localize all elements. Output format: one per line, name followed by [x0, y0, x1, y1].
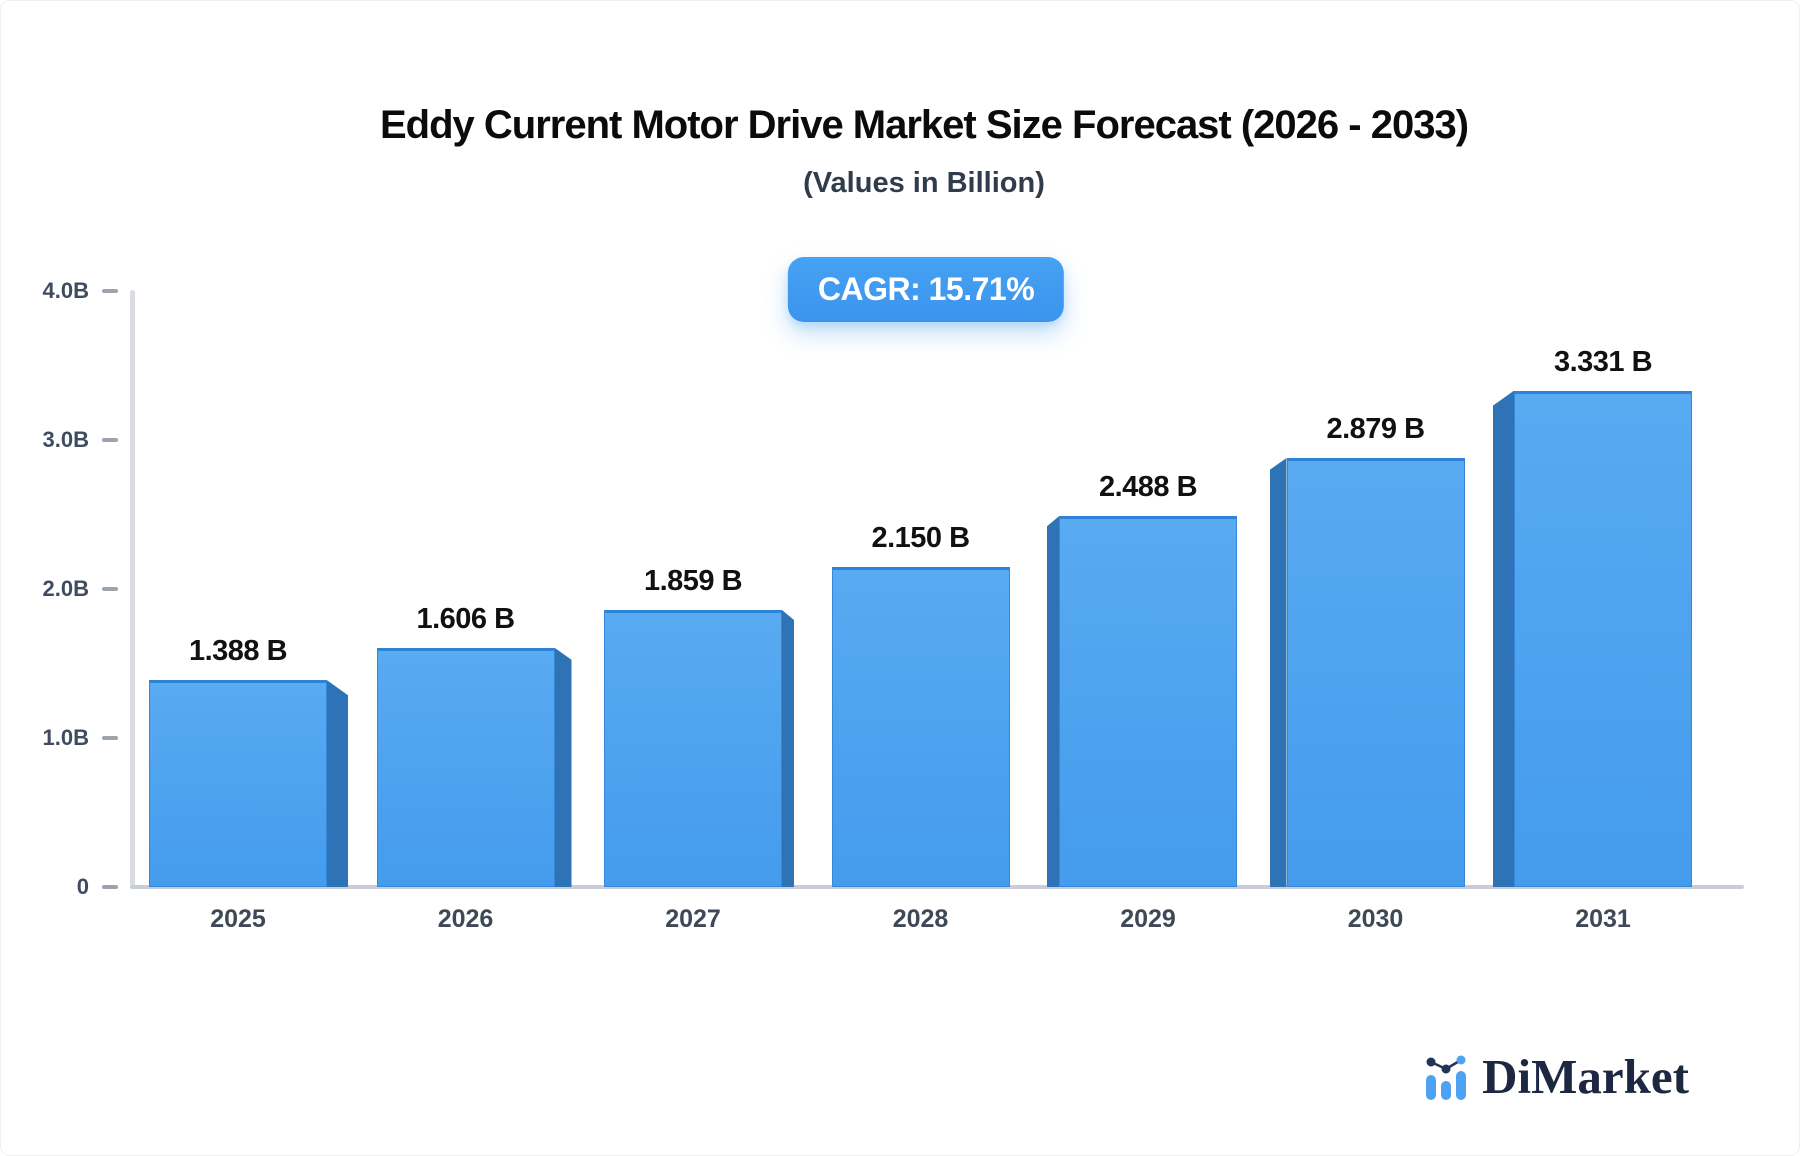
- bar-value-label: 1.388 B: [188, 635, 288, 668]
- x-axis-label: 2031: [1575, 905, 1631, 933]
- y-tick: [102, 736, 118, 740]
- bar-side-face: [1047, 516, 1059, 887]
- bar-side-face: [1269, 458, 1287, 887]
- y-tick: [102, 587, 118, 591]
- y-tick-label: 3.0B: [42, 427, 89, 452]
- bar-2030: [1286, 458, 1465, 887]
- chart-title: Eddy Current Motor Drive Market Size For…: [379, 103, 1469, 147]
- bar-value-label: 1.859 B: [643, 565, 743, 597]
- x-axis-label: 2029: [1120, 905, 1176, 933]
- y-tick: [102, 438, 118, 442]
- x-axis-label: 2025: [210, 905, 266, 933]
- chart-subtitle: (Values in Billion): [803, 167, 1045, 199]
- bar-2025: [149, 680, 327, 887]
- bar-side-face: [782, 610, 794, 887]
- bar-2027: [604, 610, 782, 887]
- bar-2031: [1514, 390, 1692, 887]
- brand-logo-icon: [1426, 1055, 1467, 1100]
- bar-value-label: 2.879 B: [1326, 413, 1425, 446]
- bar-value-label: 3.331 B: [1553, 345, 1653, 378]
- y-tick-label: 0: [76, 874, 89, 899]
- bar-side-face: [554, 647, 572, 887]
- y-axis-line: [130, 290, 135, 887]
- x-axis-label: 2030: [1347, 905, 1404, 933]
- bar-2029: [1059, 516, 1237, 887]
- bar-value-label: 2.488 B: [1098, 471, 1198, 504]
- brand-logo-text: DiMarket: [1482, 1049, 1689, 1104]
- y-tick-label: 1.0B: [42, 725, 89, 750]
- bar-side-face: [327, 680, 348, 887]
- cagr-badge: CAGR: 15.71%: [787, 257, 1065, 322]
- x-axis-label: 2028: [892, 905, 949, 933]
- x-axis-label: 2027: [665, 905, 721, 933]
- x-axis-line: [130, 885, 1744, 889]
- bar-value-label: 1.606 B: [416, 602, 515, 635]
- bar-side-face: [1493, 390, 1514, 887]
- brand-logo: DiMarket: [1425, 1052, 1689, 1101]
- y-tick: [102, 885, 118, 889]
- y-tick-label: 2.0B: [42, 576, 89, 601]
- bar-2028: [831, 566, 1010, 887]
- bar-2026: [376, 647, 555, 887]
- y-tick: [102, 289, 118, 293]
- y-tick-label: 4.0B: [42, 278, 89, 303]
- x-axis-label: 2026: [437, 905, 494, 933]
- bar-value-label: 2.150 B: [871, 521, 970, 554]
